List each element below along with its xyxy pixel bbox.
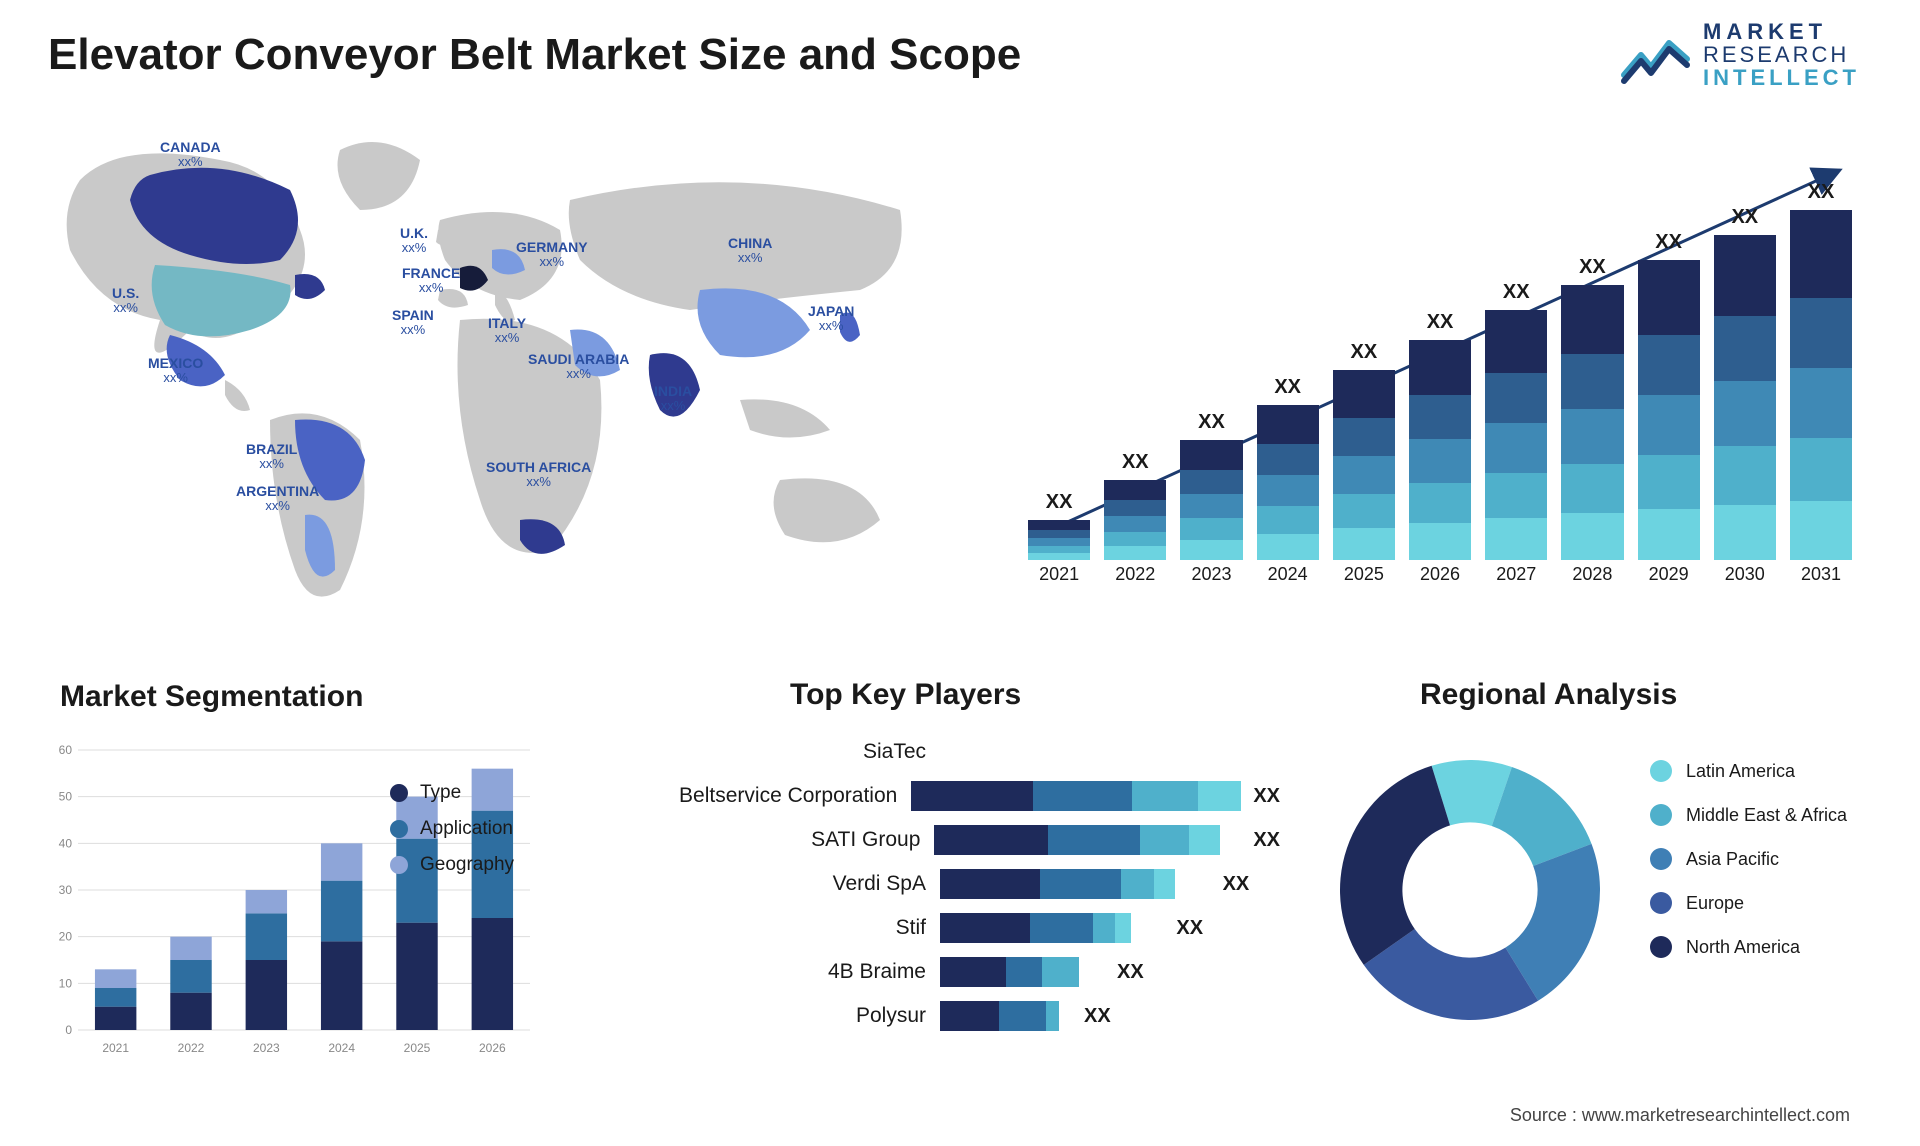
svg-text:2025: 2025 <box>404 1041 431 1055</box>
region-legend-europe: Europe <box>1650 892 1900 914</box>
map-label-brazil: BRAZILxx% <box>246 442 297 472</box>
brand-logo: MARKET RESEARCH INTELLECT <box>1621 20 1860 89</box>
region-legend-asia-pacific: Asia Pacific <box>1650 848 1900 870</box>
growth-bar-2026: XX <box>1409 311 1471 560</box>
player-row-verdi-spa: Verdi SpAXX <box>660 862 1280 906</box>
map-label-south-africa: SOUTH AFRICAxx% <box>486 460 591 490</box>
growth-year-2021: 2021 <box>1028 564 1090 600</box>
seg-legend-type: Type <box>390 782 514 804</box>
player-row--b-braime: 4B BraimeXX <box>660 950 1280 994</box>
map-label-germany: GERMANYxx% <box>516 240 588 270</box>
player-row-polysur: PolysurXX <box>660 994 1280 1038</box>
svg-text:2022: 2022 <box>178 1041 205 1055</box>
growth-bar-2022: XX <box>1104 451 1166 560</box>
svg-text:10: 10 <box>59 976 73 990</box>
map-label-italy: ITALYxx% <box>488 316 526 346</box>
regional-legend: Latin America Middle East & Africa Asia Pa… <box>1650 760 1900 980</box>
map-label-france: FRANCExx% <box>402 266 460 296</box>
svg-text:2024: 2024 <box>328 1041 355 1055</box>
logo-icon <box>1621 25 1691 85</box>
growth-bar-2021: XX <box>1028 491 1090 560</box>
growth-year-2025: 2025 <box>1333 564 1395 600</box>
region-legend-north-america: North America <box>1650 936 1900 958</box>
page-title: Elevator Conveyor Belt Market Size and S… <box>48 30 1021 80</box>
growth-year-2030: 2030 <box>1714 564 1776 600</box>
source-label: Source : www.marketresearchintellect.com <box>1510 1105 1850 1126</box>
map-label-japan: JAPANxx% <box>808 304 854 334</box>
player-row-sati-group: SATI GroupXX <box>660 818 1280 862</box>
map-label-spain: SPAINxx% <box>392 308 434 338</box>
growth-year-2022: 2022 <box>1104 564 1166 600</box>
growth-chart: XXXXXXXXXXXXXXXXXXXXXX 20212022202320242… <box>1020 160 1860 600</box>
seg-legend-geography: Geography <box>390 854 514 876</box>
growth-year-2029: 2029 <box>1638 564 1700 600</box>
growth-year-2031: 2031 <box>1790 564 1852 600</box>
svg-text:50: 50 <box>59 790 73 804</box>
key-players-chart: SiaTecBeltservice CorporationXXSATI Grou… <box>660 730 1280 1038</box>
segmentation-title: Market Segmentation <box>60 680 363 714</box>
svg-text:2023: 2023 <box>253 1041 280 1055</box>
growth-bar-2024: XX <box>1257 376 1319 560</box>
growth-year-2026: 2026 <box>1409 564 1471 600</box>
growth-year-2027: 2027 <box>1485 564 1547 600</box>
svg-text:20: 20 <box>59 930 73 944</box>
growth-bar-2023: XX <box>1180 411 1242 560</box>
map-label-china: CHINAxx% <box>728 236 772 266</box>
map-label-mexico: MEXICOxx% <box>148 356 203 386</box>
svg-text:2026: 2026 <box>479 1041 506 1055</box>
growth-year-2023: 2023 <box>1180 564 1242 600</box>
svg-text:2021: 2021 <box>102 1041 129 1055</box>
growth-bar-2027: XX <box>1485 281 1547 560</box>
world-map: CANADAxx% U.S.xx% MEXICOxx% BRAZILxx% ARGENT… <box>40 120 920 620</box>
svg-text:30: 30 <box>59 883 73 897</box>
growth-year-2024: 2024 <box>1257 564 1319 600</box>
map-label-u-s-: U.S.xx% <box>112 286 139 316</box>
map-label-india: INDIAxx% <box>654 384 692 414</box>
growth-bar-2030: XX <box>1714 206 1776 560</box>
key-players-title: Top Key Players <box>790 678 1021 712</box>
regional-title: Regional Analysis <box>1420 678 1677 712</box>
player-row-beltservice-corporation: Beltservice CorporationXX <box>660 774 1280 818</box>
map-label-canada: CANADAxx% <box>160 140 221 170</box>
region-legend-latin-america: Latin America <box>1650 760 1900 782</box>
player-row-stif: StifXX <box>660 906 1280 950</box>
seg-legend-application: Application <box>390 818 514 840</box>
regional-donut <box>1320 740 1620 1040</box>
region-legend-middle-east-africa: Middle East & Africa <box>1650 804 1900 826</box>
growth-year-2028: 2028 <box>1561 564 1623 600</box>
map-label-argentina: ARGENTINAxx% <box>236 484 319 514</box>
logo-line2: RESEARCH <box>1703 43 1860 66</box>
player-row-siatec: SiaTec <box>660 730 1280 774</box>
growth-bar-2031: XX <box>1790 181 1852 560</box>
map-label-saudi-arabia: SAUDI ARABIAxx% <box>528 352 629 382</box>
growth-bar-2025: XX <box>1333 341 1395 560</box>
segmentation-legend: Type Application Geography <box>390 782 514 890</box>
growth-bar-2029: XX <box>1638 231 1700 560</box>
logo-line1: MARKET <box>1703 20 1860 43</box>
growth-bar-2028: XX <box>1561 256 1623 560</box>
logo-line3: INTELLECT <box>1703 66 1860 89</box>
svg-text:0: 0 <box>65 1023 72 1037</box>
map-label-u-k-: U.K.xx% <box>400 226 428 256</box>
svg-text:60: 60 <box>59 743 73 757</box>
svg-text:40: 40 <box>59 836 73 850</box>
